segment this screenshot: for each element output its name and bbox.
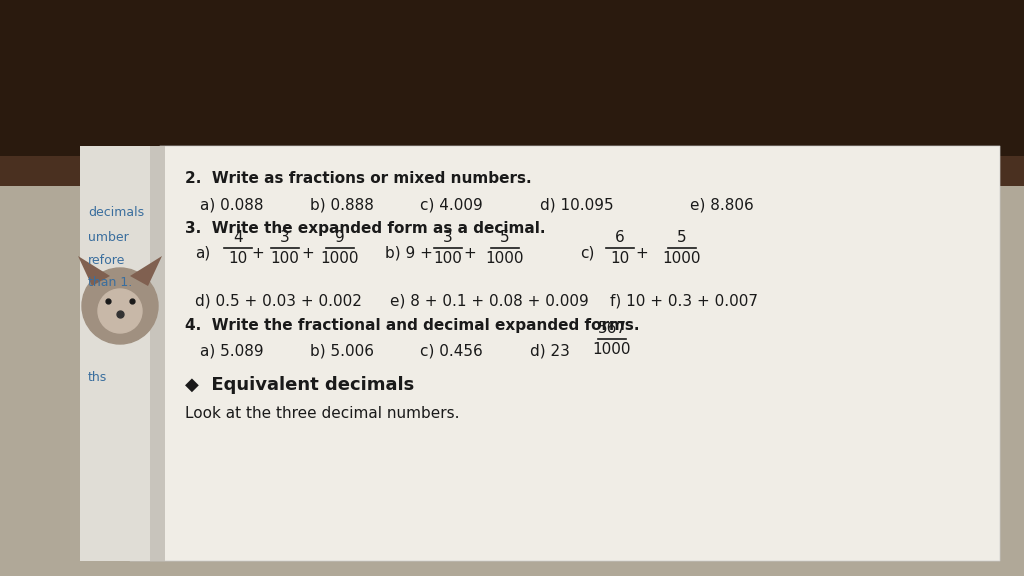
Text: 4.  Write the fractional and decimal expanded forms.: 4. Write the fractional and decimal expa… xyxy=(185,318,640,333)
Text: 1000: 1000 xyxy=(593,342,631,357)
Text: +: + xyxy=(252,245,264,260)
Text: 3: 3 xyxy=(281,230,290,245)
Text: e) 8.806: e) 8.806 xyxy=(690,198,754,213)
Text: a) 0.088: a) 0.088 xyxy=(200,198,263,213)
Text: 567: 567 xyxy=(597,321,627,336)
Text: 1000: 1000 xyxy=(321,251,359,266)
Polygon shape xyxy=(78,256,110,286)
Polygon shape xyxy=(150,146,165,561)
Polygon shape xyxy=(0,0,1024,156)
Text: 6: 6 xyxy=(615,230,625,245)
Text: f) 10 + 0.3 + 0.007: f) 10 + 0.3 + 0.007 xyxy=(610,293,758,308)
Text: ◆  Equivalent decimals: ◆ Equivalent decimals xyxy=(185,376,415,394)
Text: c) 0.456: c) 0.456 xyxy=(420,344,482,359)
Text: 1000: 1000 xyxy=(485,251,524,266)
Text: 10: 10 xyxy=(610,251,630,266)
Text: 4: 4 xyxy=(233,230,243,245)
Text: 5: 5 xyxy=(500,230,510,245)
Text: Look at the three decimal numbers.: Look at the three decimal numbers. xyxy=(185,406,460,421)
Text: b) 0.888: b) 0.888 xyxy=(310,198,374,213)
Polygon shape xyxy=(130,146,1000,561)
Text: 100: 100 xyxy=(433,251,463,266)
Text: 2.  Write as fractions or mixed numbers.: 2. Write as fractions or mixed numbers. xyxy=(185,171,531,186)
Text: 9: 9 xyxy=(335,230,345,245)
Polygon shape xyxy=(80,146,160,561)
Text: 10: 10 xyxy=(228,251,248,266)
Text: d) 0.5 + 0.03 + 0.002: d) 0.5 + 0.03 + 0.002 xyxy=(195,293,361,308)
Circle shape xyxy=(98,289,142,333)
Text: 1000: 1000 xyxy=(663,251,701,266)
Text: +: + xyxy=(302,245,314,260)
Text: b) 5.006: b) 5.006 xyxy=(310,344,374,359)
Text: a): a) xyxy=(195,245,210,260)
Text: 100: 100 xyxy=(270,251,299,266)
Text: ths: ths xyxy=(88,371,108,384)
Text: 3: 3 xyxy=(443,230,453,245)
Text: 5: 5 xyxy=(677,230,687,245)
Text: c) 4.009: c) 4.009 xyxy=(420,198,482,213)
Text: 3.  Write the expanded form as a decimal.: 3. Write the expanded form as a decimal. xyxy=(185,221,546,236)
Text: a) 5.089: a) 5.089 xyxy=(200,344,263,359)
Text: +: + xyxy=(636,245,648,260)
Text: decimals: decimals xyxy=(88,206,144,219)
Text: d) 23: d) 23 xyxy=(530,344,570,359)
Text: refore: refore xyxy=(88,254,125,267)
Polygon shape xyxy=(0,156,1024,186)
Text: d) 10.095: d) 10.095 xyxy=(540,198,613,213)
Text: +: + xyxy=(464,245,476,260)
Circle shape xyxy=(82,268,158,344)
Text: than 1.: than 1. xyxy=(88,276,132,289)
Text: c): c) xyxy=(580,245,594,260)
Text: b) 9 +: b) 9 + xyxy=(385,245,433,260)
Text: e) 8 + 0.1 + 0.08 + 0.009: e) 8 + 0.1 + 0.08 + 0.009 xyxy=(390,293,589,308)
Text: umber: umber xyxy=(88,231,129,244)
Polygon shape xyxy=(130,256,162,286)
